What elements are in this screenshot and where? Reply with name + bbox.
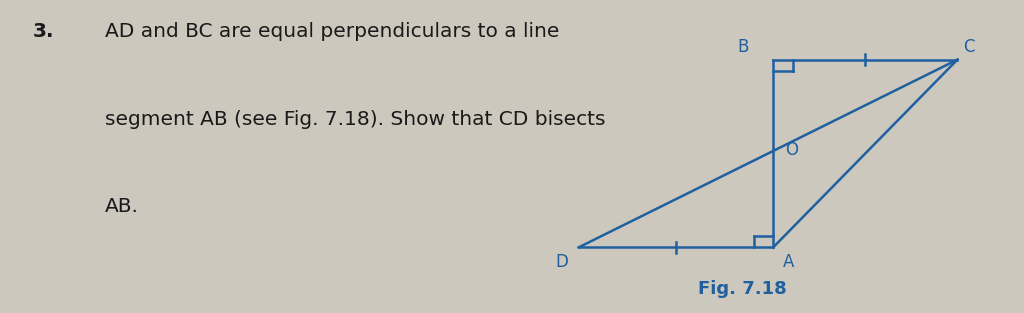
Text: D: D	[555, 254, 568, 271]
Text: Fig. 7.18: Fig. 7.18	[698, 280, 786, 298]
Text: B: B	[737, 38, 749, 56]
Text: O: O	[785, 141, 799, 159]
Text: segment AB (see Fig. 7.18). Show that CD bisects: segment AB (see Fig. 7.18). Show that CD…	[105, 110, 605, 129]
Text: AD and BC are equal perpendiculars to a line: AD and BC are equal perpendiculars to a …	[105, 22, 559, 41]
Text: C: C	[964, 38, 975, 56]
Text: 3.: 3.	[33, 22, 54, 41]
Text: AB.: AB.	[105, 197, 139, 216]
Text: A: A	[783, 254, 795, 271]
